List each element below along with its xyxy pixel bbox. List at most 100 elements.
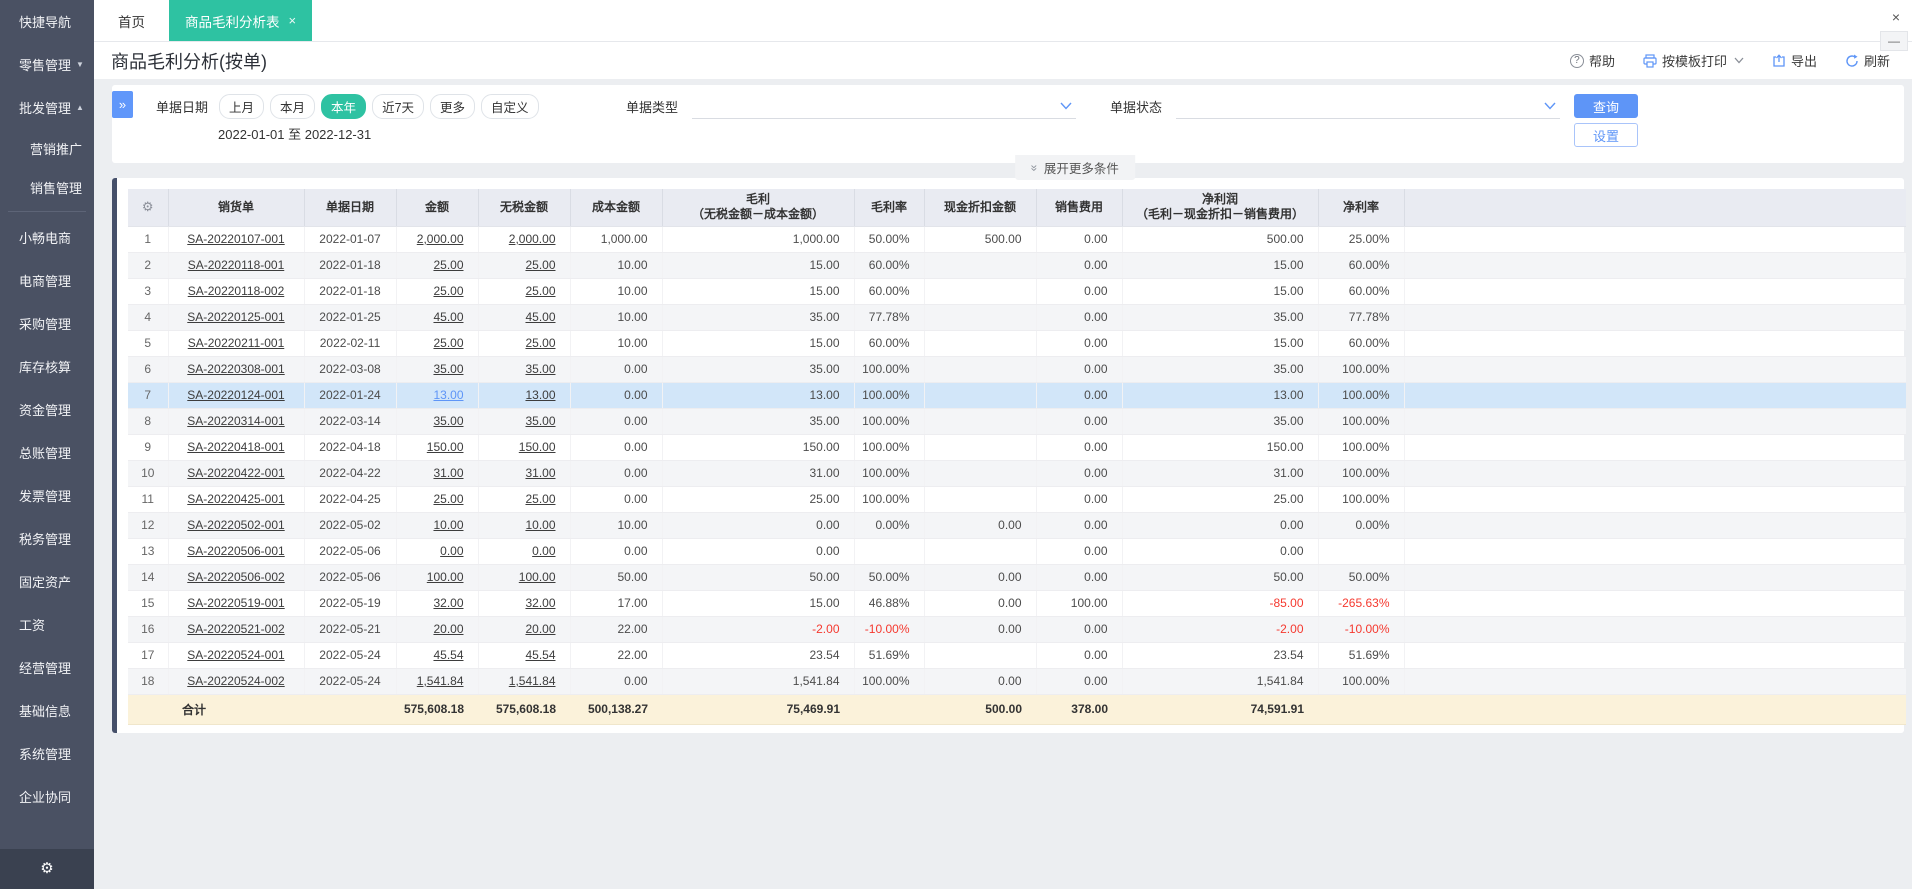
export-button[interactable]: 导出 [1772, 51, 1817, 70]
tax-free-amount-link[interactable]: 31.00 [478, 460, 571, 487]
column-header[interactable]: 现金折扣金额 [924, 189, 1037, 227]
sales-order-link[interactable]: SA-20220308-001 [187, 362, 285, 376]
date-option-更多[interactable]: 更多 [430, 94, 476, 119]
close-icon[interactable]: × [1891, 9, 1900, 25]
tax-free-amount-link[interactable]: 45.54 [478, 642, 571, 669]
table-row[interactable]: 1 SA-20220107-001 2022-01-07 2,000.00 2,000.… [128, 226, 1906, 253]
amount-link[interactable]: 25.00 [396, 278, 479, 305]
tax-free-amount-link[interactable]: 25.00 [478, 330, 571, 357]
sales-order-link[interactable]: SA-20220107-001 [187, 232, 285, 246]
sales-order-link[interactable]: SA-20220521-002 [187, 622, 285, 636]
sales-order-link[interactable]: SA-20220118-001 [187, 258, 285, 272]
amount-link[interactable]: 32.00 [433, 596, 464, 610]
collapse-icon[interactable]: — [1880, 31, 1908, 51]
sales-order-link[interactable]: SA-20220308-001 [168, 356, 305, 383]
tax-free-amount-link[interactable]: 35.00 [525, 414, 556, 428]
amount-link[interactable]: 25.00 [433, 284, 464, 298]
sales-order-link[interactable]: SA-20220524-001 [168, 642, 305, 669]
amount-link[interactable]: 25.00 [433, 336, 464, 350]
amount-link[interactable]: 35.00 [396, 408, 479, 435]
table-row[interactable]: 11 SA-20220425-001 2022-04-25 25.00 25.00 0.0… [128, 486, 1906, 513]
table-row[interactable]: 3 SA-20220118-002 2022-01-18 25.00 25.00 10.0… [128, 278, 1906, 305]
sales-order-link[interactable]: SA-20220118-001 [168, 252, 305, 279]
amount-link[interactable]: 25.00 [396, 330, 479, 357]
sales-order-link[interactable]: SA-20220506-001 [187, 544, 285, 558]
column-header[interactable]: 金额 [396, 189, 479, 227]
sidebar-item-销售管理[interactable]: 销售管理 [0, 168, 94, 207]
tax-free-amount-link[interactable]: 25.00 [525, 336, 556, 350]
tax-free-amount-link[interactable]: 100.00 [478, 564, 571, 591]
amount-link[interactable]: 25.00 [433, 258, 464, 272]
tax-free-amount-link[interactable]: 0.00 [532, 544, 556, 558]
amount-link[interactable]: 13.00 [396, 382, 479, 409]
amount-link[interactable]: 45.00 [433, 310, 464, 324]
amount-link[interactable]: 45.00 [396, 304, 479, 331]
sidebar-item-资金管理[interactable]: 资金管理 [0, 388, 94, 431]
sidebar-item-采购管理[interactable]: 采购管理 [0, 302, 94, 345]
tab-gross-profit-report[interactable]: 商品毛利分析表 × [169, 0, 313, 41]
sales-order-link[interactable]: SA-20220519-001 [168, 590, 305, 617]
amount-link[interactable]: 0.00 [440, 544, 464, 558]
sales-order-link[interactable]: SA-20220125-001 [187, 310, 285, 324]
tax-free-amount-link[interactable]: 150.00 [478, 434, 571, 461]
column-header[interactable]: 销货单 [168, 189, 305, 227]
sidebar-item-快捷导航[interactable]: 快捷导航 [0, 0, 94, 43]
amount-link[interactable]: 45.54 [396, 642, 479, 669]
table-row[interactable]: 18 SA-20220524-002 2022-05-24 1,541.84 1,541… [128, 668, 1906, 695]
amount-link[interactable]: 25.00 [396, 252, 479, 279]
expand-more-conditions-button[interactable]: » 展开更多条件 [1015, 155, 1135, 180]
sales-order-link[interactable]: SA-20220211-001 [168, 330, 305, 357]
collapsed-panel-rail[interactable] [112, 178, 117, 733]
tax-free-amount-link[interactable]: 25.00 [478, 252, 571, 279]
amount-link[interactable]: 2,000.00 [416, 232, 464, 246]
amount-link[interactable]: 35.00 [433, 362, 464, 376]
amount-link[interactable]: 1,541.84 [396, 668, 479, 695]
sidebar-item-固定资产[interactable]: 固定资产 [0, 560, 94, 603]
amount-link[interactable]: 2,000.00 [396, 226, 479, 253]
amount-link[interactable]: 20.00 [433, 622, 464, 636]
amount-link[interactable]: 32.00 [396, 590, 479, 617]
date-option-上月[interactable]: 上月 [219, 94, 265, 119]
sales-order-link[interactable]: SA-20220524-002 [187, 674, 285, 688]
column-header[interactable]: 净利润 （毛利－现金折扣－销售费用） [1122, 189, 1319, 227]
tax-free-amount-link[interactable]: 100.00 [518, 570, 556, 584]
sales-order-link[interactable]: SA-20220524-002 [168, 668, 305, 695]
sidebar-item-小畅电商[interactable]: 小畅电商 [0, 216, 94, 259]
tax-free-amount-link[interactable]: 35.00 [478, 356, 571, 383]
table-row[interactable]: 6 SA-20220308-001 2022-03-08 35.00 35.00 0.00… [128, 356, 1906, 383]
date-option-自定义[interactable]: 自定义 [481, 94, 539, 119]
sales-order-link[interactable]: SA-20220506-002 [168, 564, 305, 591]
date-option-本月[interactable]: 本月 [270, 94, 316, 119]
sales-order-link[interactable]: SA-20220506-001 [168, 538, 305, 565]
amount-link[interactable]: 150.00 [426, 440, 464, 454]
sidebar-item-发票管理[interactable]: 发票管理 [0, 474, 94, 517]
tax-free-amount-link[interactable]: 150.00 [518, 440, 556, 454]
sales-order-link[interactable]: SA-20220107-001 [168, 226, 305, 253]
amount-link[interactable]: 1,541.84 [416, 674, 464, 688]
tab-close-icon[interactable]: × [288, 13, 297, 28]
table-row[interactable]: 7 SA-20220124-001 2022-01-24 13.00 13.00 0.00… [128, 382, 1906, 409]
amount-link[interactable]: 31.00 [396, 460, 479, 487]
tax-free-amount-link[interactable]: 1,541.84 [478, 668, 571, 695]
tax-free-amount-link[interactable]: 35.00 [478, 408, 571, 435]
column-settings-gear-icon[interactable]: ⚙ [128, 189, 169, 227]
date-option-近7天[interactable]: 近7天 [372, 94, 425, 119]
table-row[interactable]: 10 SA-20220422-001 2022-04-22 31.00 31.00 0.0… [128, 460, 1906, 487]
tax-free-amount-link[interactable]: 25.00 [525, 284, 556, 298]
help-button[interactable]: ? 帮助 [1569, 51, 1615, 70]
date-range-value[interactable]: 2022-01-01 至 2022-12-31 [218, 127, 372, 142]
refresh-button[interactable]: 刷新 [1845, 51, 1890, 70]
tax-free-amount-link[interactable]: 20.00 [478, 616, 571, 643]
table-row[interactable]: 13 SA-20220506-001 2022-05-06 0.00 0.00 0.00 0… [128, 538, 1906, 565]
sales-order-link[interactable]: SA-20220422-001 [187, 466, 285, 480]
amount-link[interactable]: 35.00 [396, 356, 479, 383]
tax-free-amount-link[interactable]: 13.00 [525, 388, 556, 402]
sidebar-item-电商管理[interactable]: 电商管理 [0, 259, 94, 302]
sales-order-link[interactable]: SA-20220211-001 [187, 336, 285, 350]
sales-order-link[interactable]: SA-20220124-001 [187, 388, 285, 402]
sales-order-link[interactable]: SA-20220418-001 [187, 440, 285, 454]
sidebar-item-零售管理[interactable]: 零售管理 ▼ [0, 43, 94, 86]
sales-order-link[interactable]: SA-20220118-002 [168, 278, 305, 305]
tax-free-amount-link[interactable]: 32.00 [525, 596, 556, 610]
amount-link[interactable]: 45.54 [433, 648, 464, 662]
